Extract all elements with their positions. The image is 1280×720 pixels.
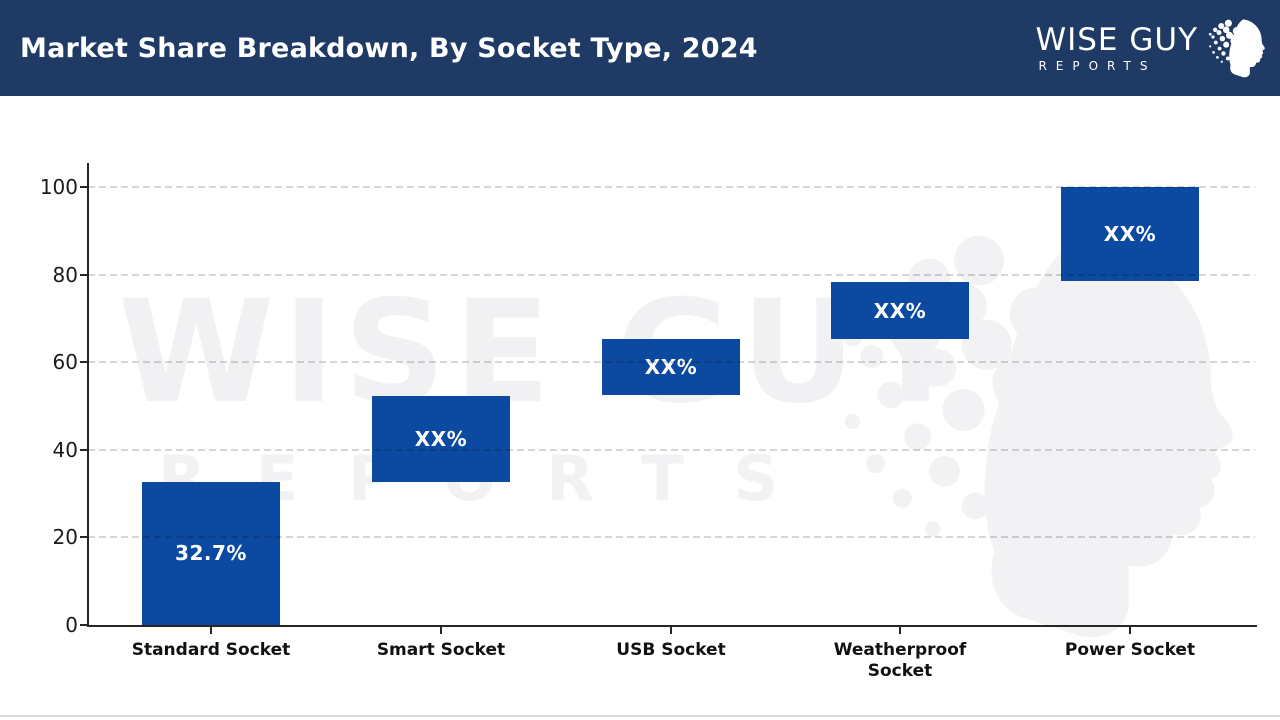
bar-power-socket: XX% <box>1061 187 1199 282</box>
y-tick-label-60: 60 <box>52 350 78 375</box>
bar-usb-socket: XX% <box>602 338 740 395</box>
y-axis-line <box>87 163 89 627</box>
page-title: Market Share Breakdown, By Socket Type, … <box>20 32 758 64</box>
y-tick-mark-20 <box>80 536 88 539</box>
logo-subtitle: REPORTS <box>1038 59 1157 73</box>
gridline-20 <box>88 536 1255 539</box>
y-tick-label-80: 80 <box>52 262 78 287</box>
x-tick-mark-3 <box>899 627 901 634</box>
y-tick-label-100: 100 <box>39 175 78 199</box>
x-tick-mark-1 <box>440 627 442 634</box>
bar-standard-socket: 32.7% <box>142 481 280 625</box>
bar-weatherproof-socket: XX% <box>831 282 969 339</box>
x-tick-mark-0 <box>210 627 212 634</box>
y-tick-mark-60 <box>80 361 88 364</box>
footer-divider <box>0 715 1280 717</box>
y-tick-mark-0 <box>80 624 88 626</box>
x-category-label-0: Standard Socket <box>131 640 291 660</box>
x-category-label-3: Weatherproof Socket <box>833 640 967 681</box>
x-axis-line <box>87 625 1257 627</box>
wiseguy-logo: WISE GUY REPORTS <box>1035 8 1268 88</box>
x-tick-mark-2 <box>670 627 672 634</box>
gridline-60 <box>88 361 1255 364</box>
logo-wordmark: WISE GUY <box>1035 22 1198 58</box>
logo-text: WISE GUY REPORTS <box>1035 23 1198 73</box>
y-tick-label-20: 20 <box>52 525 78 550</box>
x-category-label-4: Power Socket <box>1064 640 1196 660</box>
bar-value-label: XX% <box>644 354 698 379</box>
bar-value-label: 32.7% <box>175 541 247 566</box>
x-tick-mark-4 <box>1129 627 1131 634</box>
y-tick-label-0: 0 <box>65 613 78 637</box>
gridline-100 <box>88 186 1255 188</box>
logo-head-icon <box>1208 19 1265 78</box>
y-tick-mark-100 <box>80 186 88 188</box>
header-bar: Market Share Breakdown, By Socket Type, … <box>0 0 1280 96</box>
bar-value-label: XX% <box>414 426 468 451</box>
y-tick-mark-40 <box>80 448 88 451</box>
bar-value-label: XX% <box>1103 222 1157 247</box>
bar-smart-socket: XX% <box>372 395 510 482</box>
y-tick-mark-80 <box>80 273 88 276</box>
x-category-label-2: USB Socket <box>616 640 726 660</box>
x-category-label-1: Smart Socket <box>376 640 506 660</box>
gridline-80 <box>88 273 1255 276</box>
gridline-40 <box>88 448 1255 451</box>
bar-value-label: XX% <box>873 298 927 323</box>
y-tick-label-40: 40 <box>52 437 78 462</box>
